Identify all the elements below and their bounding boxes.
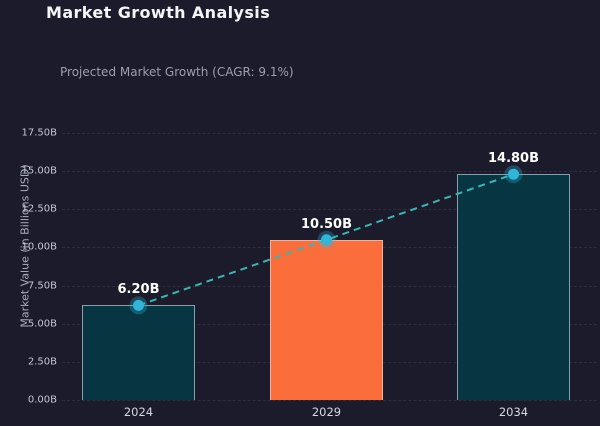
chart-subtitle: Projected Market Growth (CAGR: 9.1%) — [60, 65, 294, 79]
y-tick-label: 10.00B — [21, 241, 58, 253]
gridline — [62, 133, 597, 134]
gridline — [62, 400, 597, 401]
gridline — [62, 171, 597, 173]
bar-2034 — [457, 174, 570, 400]
y-tick-label: 5.00B — [27, 318, 57, 330]
x-tick-label: 2034 — [498, 405, 529, 419]
y-tick-label: 7.50B — [27, 280, 57, 292]
bar-2024 — [82, 305, 195, 400]
y-tick-label: 2.50B — [27, 356, 57, 368]
x-tick-label: 2024 — [123, 405, 154, 419]
value-label: 14.80B — [487, 151, 540, 167]
y-tick-label: 0.00B — [27, 394, 57, 406]
bar-2029 — [270, 239, 383, 400]
y-tick-label: 12.50B — [21, 203, 58, 215]
value-label: 6.20B — [117, 282, 160, 298]
y-tick-label: 17.50B — [21, 127, 58, 139]
value-label: 10.50B — [300, 216, 353, 232]
x-tick-label: 2029 — [311, 405, 342, 419]
page-title: Market Growth Analysis — [46, 3, 271, 22]
y-tick-label: 15.00B — [21, 165, 58, 177]
